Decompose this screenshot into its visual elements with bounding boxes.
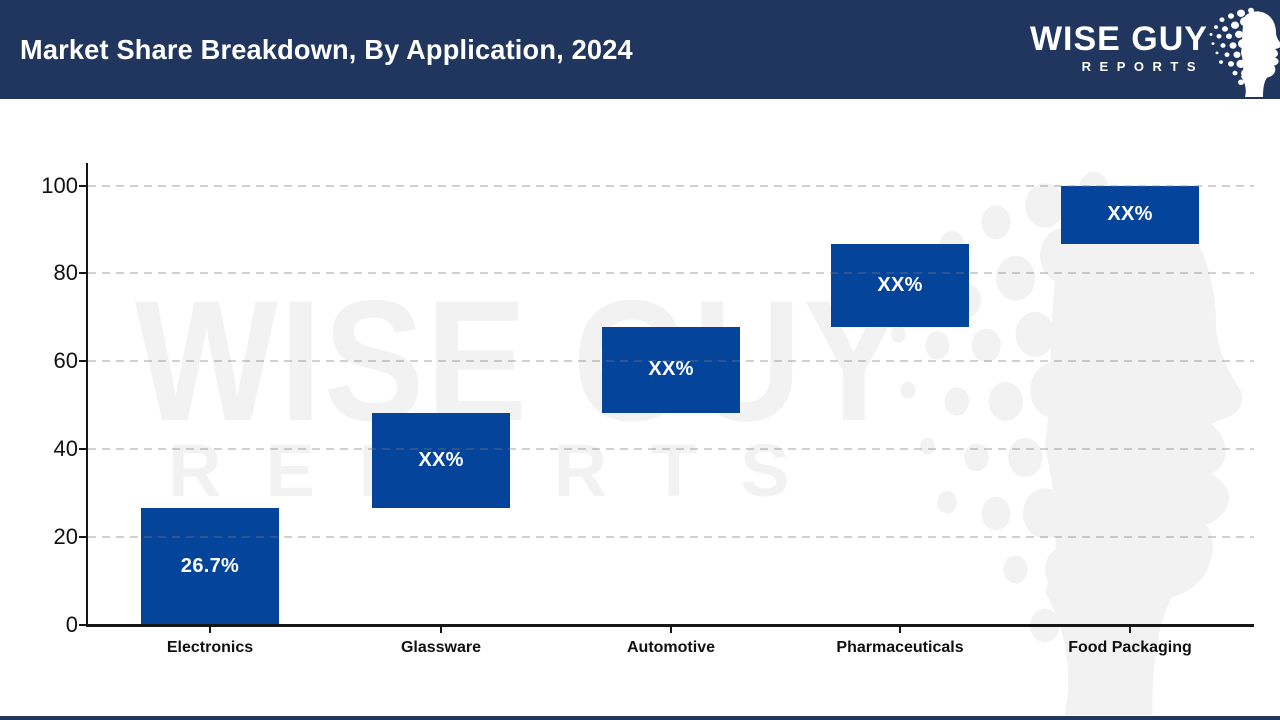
y-tick-80 <box>79 272 86 275</box>
x-tick-5 <box>1129 627 1131 633</box>
logo-head-icon <box>1209 7 1280 97</box>
y-tick-label: 0 <box>65 612 78 637</box>
bar-electronics: 26.7% <box>141 507 279 625</box>
footer-bar <box>0 716 1280 720</box>
y-tick-label: 40 <box>53 436 78 462</box>
category-label: Automotive <box>627 639 715 656</box>
bar-automotive: XX% <box>602 326 740 413</box>
bar-value-label: XX% <box>648 358 694 381</box>
y-tick-label: 80 <box>53 260 78 286</box>
watermark-wordmark: WISE GUY <box>135 265 906 457</box>
x-tick-2 <box>440 627 442 633</box>
y-tick-label: 20 <box>53 524 78 550</box>
category-label: Pharmaceuticals <box>836 639 964 656</box>
y-tick-60 <box>79 360 86 363</box>
logo-wordmark: WISE GUY <box>1029 20 1208 58</box>
gridline-60 <box>88 360 1254 363</box>
x-tick-1 <box>209 627 211 633</box>
page-title: Market Share Breakdown, By Application, … <box>20 33 633 65</box>
y-tick-label: 60 <box>53 348 78 374</box>
x-axis-line <box>86 624 1254 627</box>
header: Market Share Breakdown, By Application, … <box>0 0 1280 99</box>
wise-guy-logo: WISE GUY REPORTS <box>1010 0 1280 99</box>
logo-subtext: REPORTS <box>1081 59 1204 74</box>
y-tick-20 <box>79 536 86 539</box>
bar-value-label: XX% <box>877 273 923 296</box>
y-tick-100 <box>79 184 86 187</box>
gridline-80 <box>88 272 1254 275</box>
y-axis-line <box>86 163 88 627</box>
bar-food-packaging: XX% <box>1061 185 1199 245</box>
category-label: Glassware <box>400 639 482 656</box>
category-label: Electronics <box>166 639 254 656</box>
gridline-20 <box>88 536 1254 539</box>
gridline-40 <box>88 448 1254 451</box>
gridline-100 <box>88 184 1254 187</box>
watermark-head-icon <box>890 171 1243 715</box>
bar-value-label: XX% <box>1107 203 1153 226</box>
x-tick-3 <box>670 627 672 633</box>
y-tick-label: 100 <box>41 172 78 198</box>
bar-pharmaceuticals: XX% <box>831 244 969 327</box>
y-tick-0 <box>79 624 86 626</box>
category-label: Food Packaging <box>1068 639 1192 656</box>
x-tick-4 <box>899 627 901 633</box>
bar-value-label: XX% <box>418 448 464 471</box>
y-tick-40 <box>79 448 86 451</box>
bar-value-label: 26.7% <box>180 554 240 577</box>
bar-glassware: XX% <box>372 412 510 508</box>
